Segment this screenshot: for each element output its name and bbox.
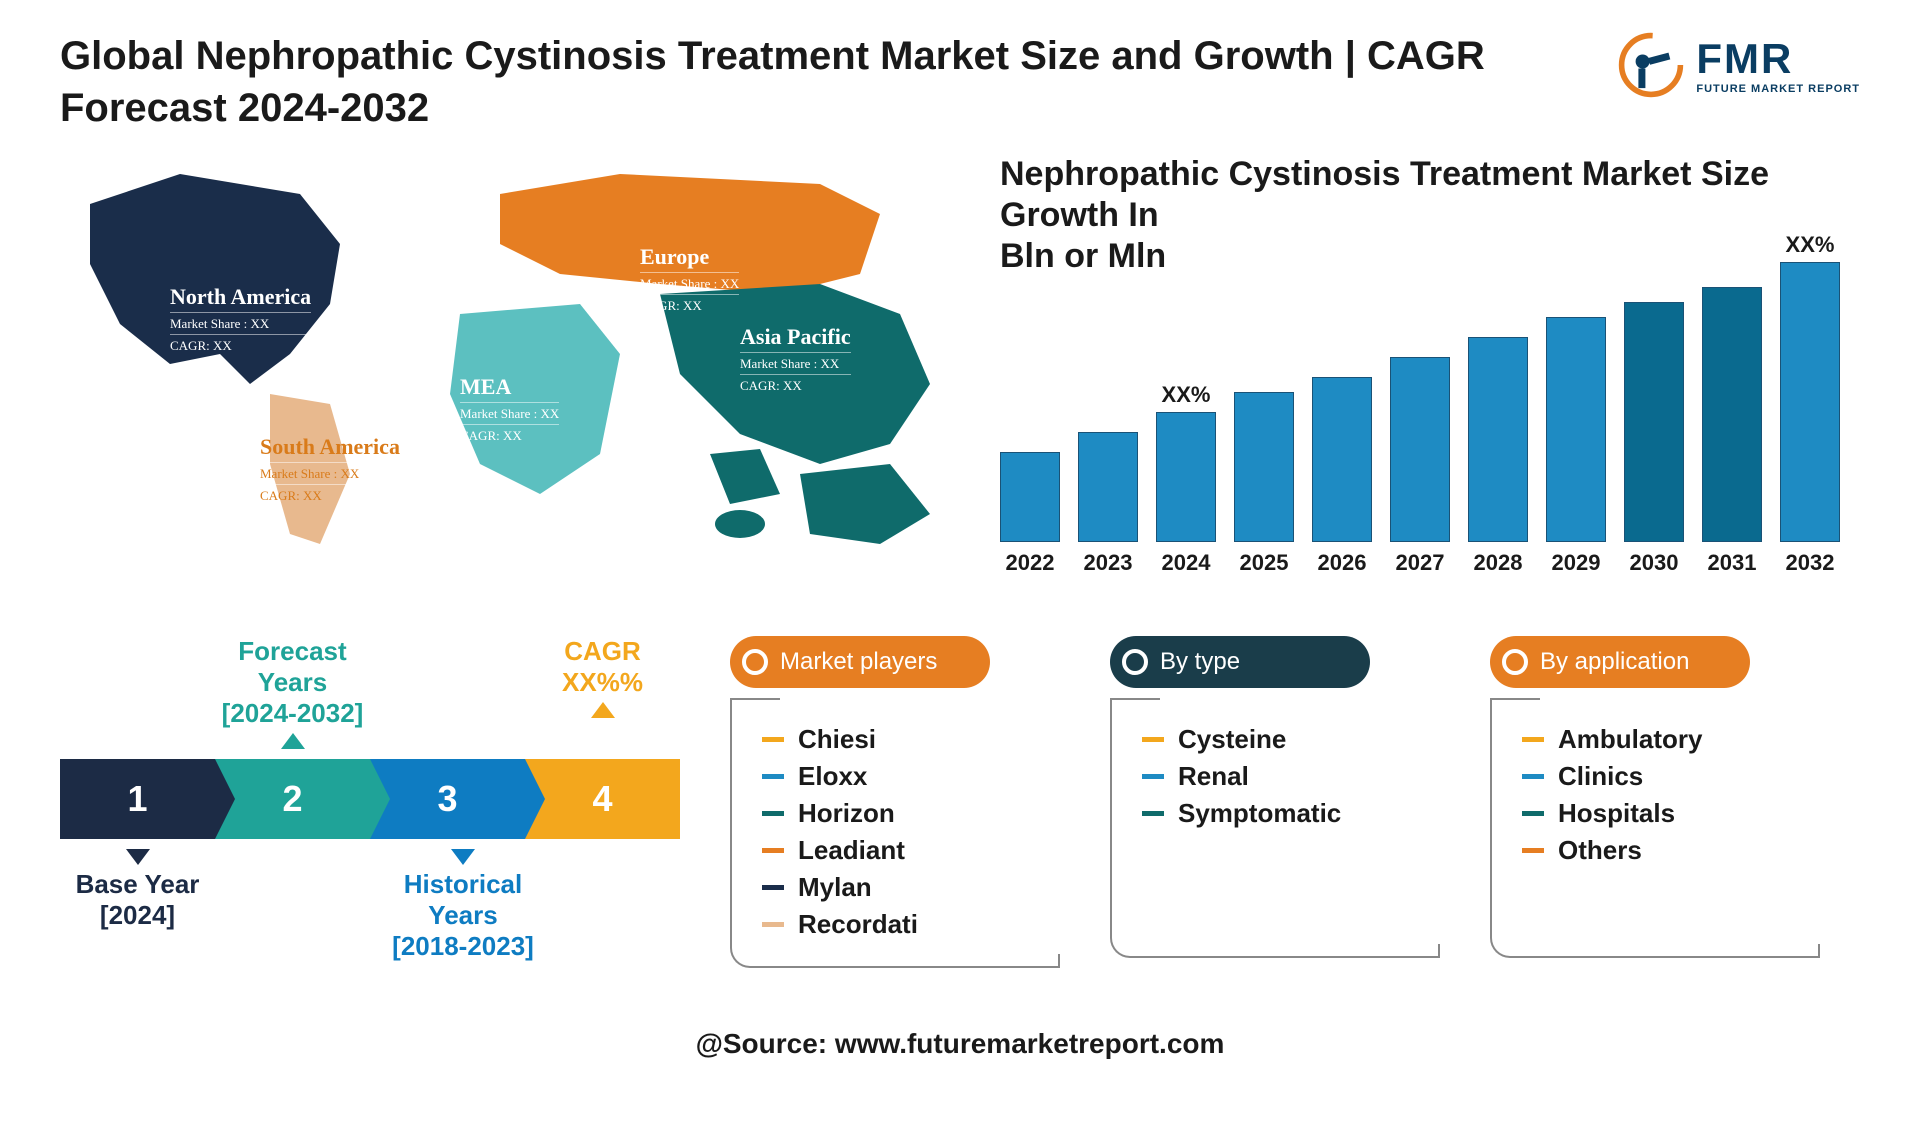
- cagr-value: XX%%: [525, 667, 680, 698]
- region-label: MEAMarket Share : XXCAGR: XX: [460, 374, 559, 444]
- list-item: Renal: [1142, 761, 1440, 792]
- by-type-column: By type Cysteine Renal Symptomatic: [1110, 636, 1440, 958]
- list-item: Others: [1522, 835, 1820, 866]
- bar: XX%2024: [1156, 412, 1216, 576]
- forecast-range: [2024-2032]: [215, 698, 370, 729]
- list-item: Mylan: [762, 872, 1060, 903]
- list-item: Leadiant: [762, 835, 1060, 866]
- historical-range: [2018-2023]: [370, 931, 556, 962]
- base-year-label: Base Year: [60, 869, 215, 900]
- timeline: Forecast Years [2024-2032] CAGR XX%% 123…: [60, 636, 680, 962]
- bar: 2025: [1234, 392, 1294, 576]
- source-text: @Source: www.futuremarketreport.com: [60, 1028, 1860, 1060]
- bar: 2023: [1078, 432, 1138, 576]
- region-label: North AmericaMarket Share : XXCAGR: XX: [170, 284, 311, 354]
- timeline-box: 2: [215, 759, 370, 839]
- list-item: Hospitals: [1522, 798, 1820, 829]
- logo-icon: [1616, 30, 1686, 100]
- list-item: Horizon: [762, 798, 1060, 829]
- region-label: South AmericaMarket Share : XXCAGR: XX: [260, 434, 400, 504]
- bar-chart: Nephropathic Cystinosis Treatment Market…: [1000, 154, 1860, 576]
- list-item: Clinics: [1522, 761, 1820, 792]
- bar: 2026: [1312, 377, 1372, 576]
- list-item: Ambulatory: [1522, 724, 1820, 755]
- header: Global Nephropathic Cystinosis Treatment…: [60, 30, 1860, 134]
- region-label: Asia PacificMarket Share : XXCAGR: XX: [740, 324, 851, 394]
- list-item: Recordati: [762, 909, 1060, 940]
- list-item: Chiesi: [762, 724, 1060, 755]
- by-application-column: By application Ambulatory Clinics Hospital…: [1490, 636, 1820, 958]
- timeline-box: 1: [60, 759, 215, 839]
- bar: 2030: [1624, 302, 1684, 576]
- page-title: Global Nephropathic Cystinosis Treatment…: [60, 30, 1560, 134]
- bar: 2028: [1468, 337, 1528, 576]
- timeline-box: 3: [370, 759, 525, 839]
- region-label: EuropeMarket Share : XXCAGR: XX: [640, 244, 739, 314]
- historical-label: Historical Years: [370, 869, 556, 931]
- bar: XX%2032: [1780, 262, 1840, 576]
- bar: 2027: [1390, 357, 1450, 576]
- list-item: Cysteine: [1142, 724, 1440, 755]
- bar: 2029: [1546, 317, 1606, 576]
- logo: FMR FUTURE MARKET REPORT: [1616, 30, 1860, 100]
- by-type-header: By type: [1110, 636, 1370, 688]
- list-item: Symptomatic: [1142, 798, 1440, 829]
- chart-title: Nephropathic Cystinosis Treatment Market…: [1000, 154, 1860, 276]
- list-item: Eloxx: [762, 761, 1060, 792]
- bar: 2031: [1702, 287, 1762, 576]
- cagr-label: CAGR: [525, 636, 680, 667]
- timeline-box: 4: [525, 759, 680, 839]
- base-year-range: [2024]: [60, 900, 215, 931]
- bar: 2022: [1000, 452, 1060, 576]
- logo-text-main: FMR: [1696, 35, 1860, 83]
- forecast-label: Forecast Years: [215, 636, 370, 698]
- market-players-column: Market players Chiesi Eloxx Horizon Leadian…: [730, 636, 1060, 968]
- market-players-header: Market players: [730, 636, 990, 688]
- world-map: North AmericaMarket Share : XXCAGR: XX So…: [60, 154, 960, 554]
- by-application-header: By application: [1490, 636, 1750, 688]
- logo-text-sub: FUTURE MARKET REPORT: [1696, 83, 1860, 95]
